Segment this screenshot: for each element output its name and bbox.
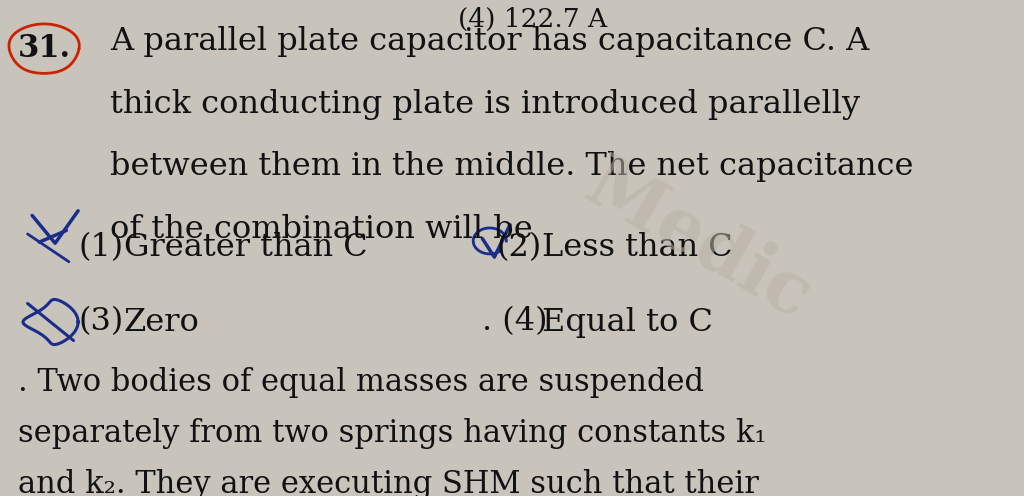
Text: Medic: Medic [573,148,823,334]
Text: (1): (1) [78,232,123,263]
Text: (4) 122.7 A: (4) 122.7 A [459,7,607,32]
Text: 31.: 31. [17,33,71,64]
Text: of the combination will be: of the combination will be [111,214,534,245]
Text: Greater than C: Greater than C [124,232,368,263]
Text: Equal to C: Equal to C [542,307,713,337]
Text: thick conducting plate is introduced parallelly: thick conducting plate is introduced par… [111,89,860,120]
Text: . (4): . (4) [482,307,548,337]
Text: (3): (3) [78,307,123,337]
Text: Zero: Zero [124,307,200,337]
Text: separately from two springs having constants k₁: separately from two springs having const… [18,418,767,449]
Text: A parallel plate capacitor has capacitance C. A: A parallel plate capacitor has capacitan… [111,26,869,57]
Text: between them in the middle. The net capacitance: between them in the middle. The net capa… [111,151,913,183]
Text: and k₂. They are executing SHM such that their: and k₂. They are executing SHM such that… [18,469,759,496]
Text: (2): (2) [497,232,542,263]
Text: Less than C: Less than C [542,232,733,263]
Text: . Two bodies of equal masses are suspended: . Two bodies of equal masses are suspend… [18,367,705,398]
